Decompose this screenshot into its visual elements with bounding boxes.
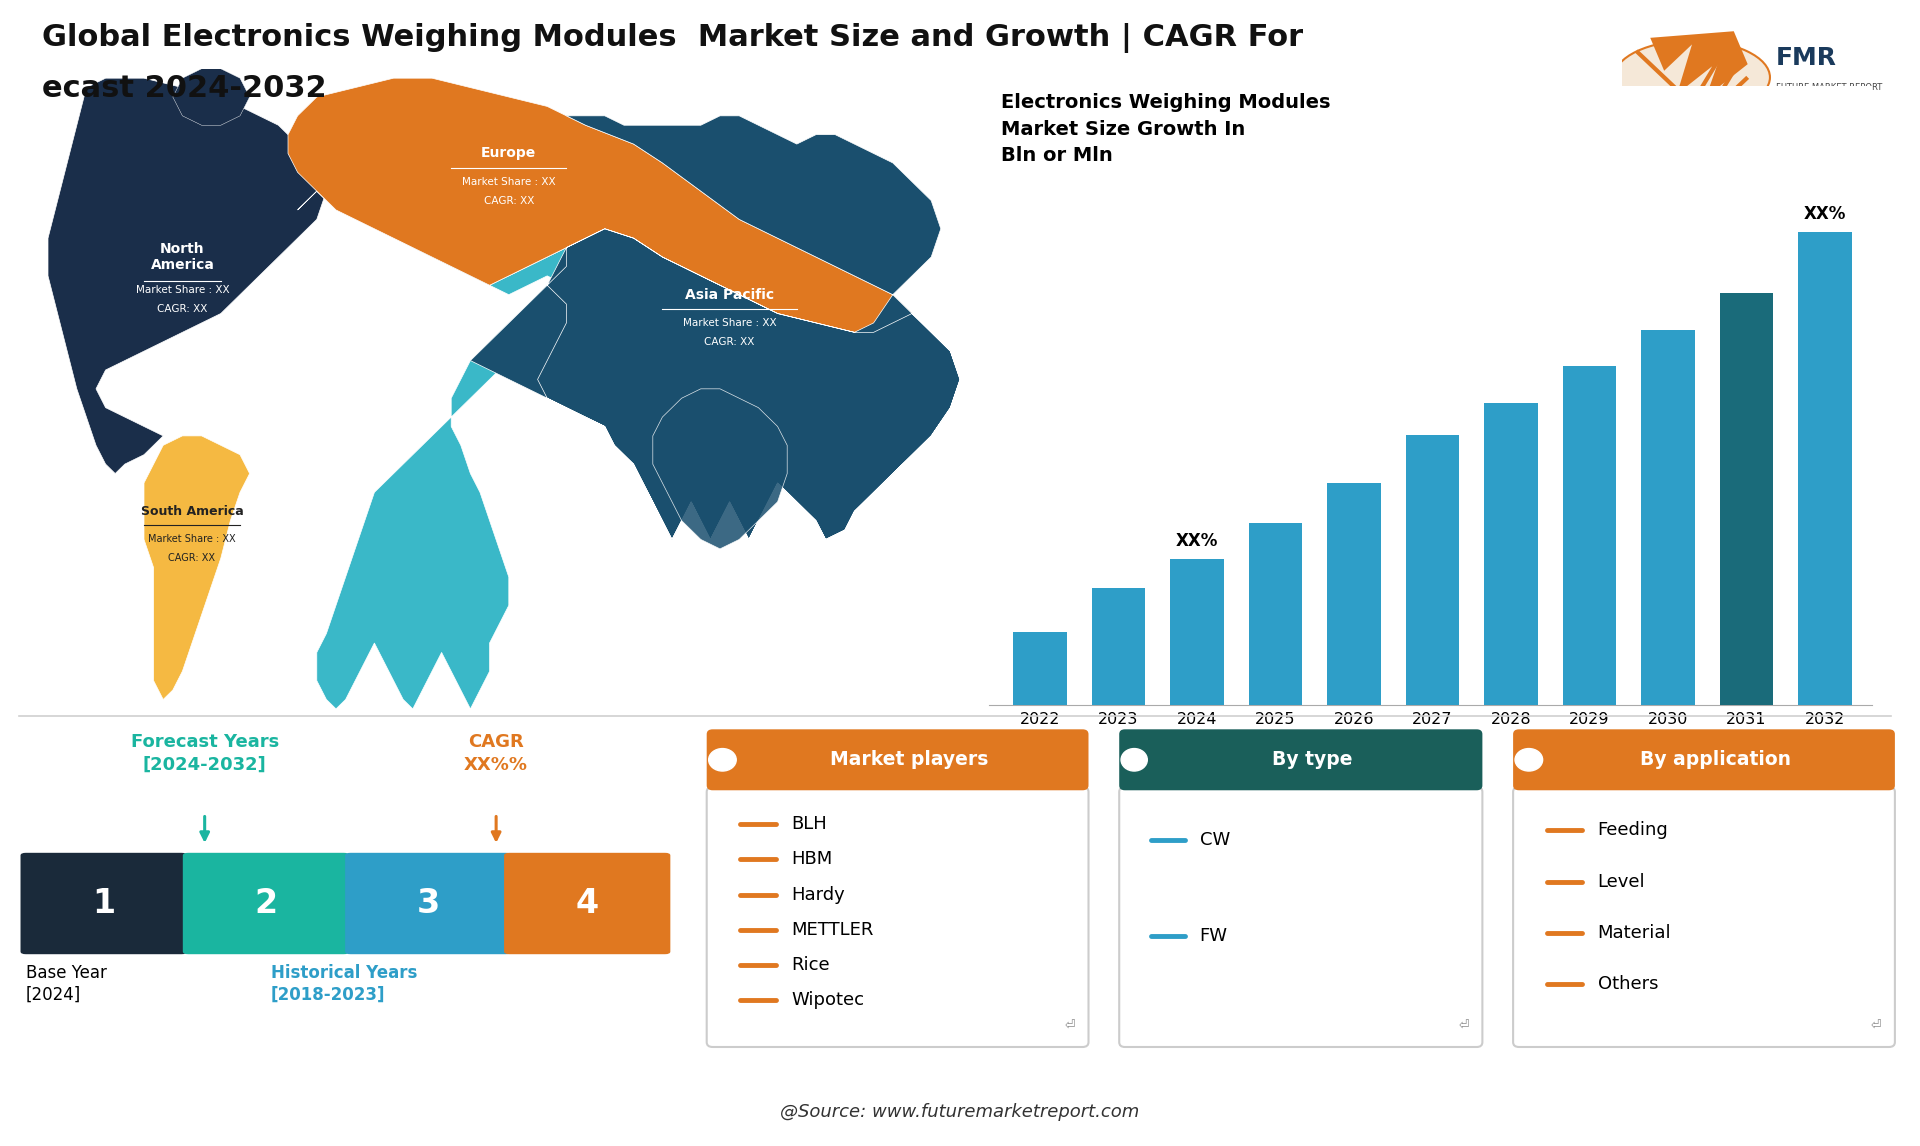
- Text: 2: 2: [253, 887, 278, 920]
- Bar: [1327, 482, 1380, 705]
- Text: Electronics Weighing Modules
Market Size Growth In
Bln or Mln: Electronics Weighing Modules Market Size…: [1000, 93, 1331, 165]
- Bar: [1642, 330, 1695, 705]
- Circle shape: [1121, 748, 1148, 771]
- Polygon shape: [653, 388, 787, 549]
- Text: CAGR: XX: CAGR: XX: [169, 554, 215, 564]
- Text: By type: By type: [1271, 751, 1352, 769]
- Bar: [1405, 435, 1459, 705]
- FancyBboxPatch shape: [1119, 729, 1482, 791]
- Polygon shape: [470, 116, 960, 540]
- Circle shape: [708, 748, 735, 771]
- FancyBboxPatch shape: [707, 729, 1089, 791]
- Text: Market Share : XX: Market Share : XX: [148, 534, 236, 544]
- Text: futuremarketreport.com: futuremarketreport.com: [1776, 101, 1860, 107]
- Text: Europe: Europe: [482, 147, 536, 160]
- Text: CAGR: XX: CAGR: XX: [157, 304, 207, 314]
- Circle shape: [1615, 40, 1770, 115]
- Text: METTLER: METTLER: [791, 921, 874, 939]
- FancyBboxPatch shape: [505, 853, 670, 955]
- Bar: [1563, 367, 1617, 705]
- Text: Feeding: Feeding: [1597, 822, 1668, 839]
- Polygon shape: [1649, 31, 1747, 97]
- Polygon shape: [173, 69, 250, 125]
- Bar: [1169, 559, 1223, 705]
- Text: Global Electronics Weighing Modules  Market Size and Growth | CAGR For: Global Electronics Weighing Modules Mark…: [42, 23, 1304, 53]
- Text: ⏎: ⏎: [1064, 1020, 1075, 1033]
- Text: 4: 4: [576, 887, 599, 920]
- Text: 1: 1: [92, 887, 115, 920]
- Text: 3: 3: [417, 887, 440, 920]
- Text: FUTURE MARKET REPORT: FUTURE MARKET REPORT: [1776, 84, 1882, 93]
- Text: Base Year
[2024]: Base Year [2024]: [25, 965, 108, 1003]
- Text: Rice: Rice: [791, 956, 829, 974]
- Text: Market Share : XX: Market Share : XX: [136, 285, 228, 295]
- Polygon shape: [307, 87, 662, 276]
- Text: ecast 2024-2032: ecast 2024-2032: [42, 74, 326, 103]
- Text: CAGR
XX%%: CAGR XX%%: [465, 733, 528, 774]
- Text: @Source: www.futuremarketreport.com: @Source: www.futuremarketreport.com: [780, 1102, 1140, 1121]
- Bar: [1799, 231, 1851, 705]
- Text: FW: FW: [1200, 927, 1227, 945]
- Text: Wipotec: Wipotec: [791, 991, 864, 1010]
- Text: Market Share : XX: Market Share : XX: [684, 317, 776, 328]
- Text: BLH: BLH: [791, 815, 828, 833]
- FancyBboxPatch shape: [707, 787, 1089, 1047]
- Bar: [1092, 588, 1144, 705]
- FancyBboxPatch shape: [1513, 787, 1895, 1047]
- FancyBboxPatch shape: [182, 853, 349, 955]
- FancyBboxPatch shape: [346, 853, 511, 955]
- Bar: [1014, 631, 1066, 705]
- Polygon shape: [298, 191, 566, 709]
- Text: CW: CW: [1200, 831, 1231, 849]
- Bar: [1484, 402, 1538, 705]
- Text: HBM: HBM: [791, 850, 833, 869]
- FancyBboxPatch shape: [1119, 787, 1482, 1047]
- Text: XX%: XX%: [1803, 205, 1847, 222]
- Text: CAGR: XX: CAGR: XX: [484, 196, 534, 205]
- Text: Forecast Years
[2024-2032]: Forecast Years [2024-2032]: [131, 733, 278, 774]
- FancyBboxPatch shape: [1513, 729, 1895, 791]
- Text: By application: By application: [1640, 751, 1791, 769]
- Text: Hardy: Hardy: [791, 886, 845, 903]
- Text: Market players: Market players: [829, 751, 989, 769]
- Text: Market Share : XX: Market Share : XX: [338, 375, 430, 384]
- Text: CAGR: XX: CAGR: XX: [359, 393, 409, 403]
- Text: Level: Level: [1597, 873, 1645, 890]
- Text: Material: Material: [1597, 924, 1670, 942]
- Circle shape: [1515, 748, 1542, 771]
- Polygon shape: [288, 78, 912, 332]
- Text: ⏎: ⏎: [1459, 1020, 1469, 1033]
- Text: Others: Others: [1597, 975, 1659, 994]
- Text: Historical Years
[2018-2023]: Historical Years [2018-2023]: [271, 965, 417, 1003]
- Text: MEA: MEA: [367, 344, 401, 359]
- Text: Market Share : XX: Market Share : XX: [463, 176, 555, 187]
- Text: South America: South America: [140, 504, 244, 518]
- Text: ⏎: ⏎: [1870, 1020, 1882, 1033]
- Polygon shape: [144, 435, 250, 699]
- FancyBboxPatch shape: [21, 853, 186, 955]
- Text: Asia Pacific: Asia Pacific: [685, 288, 774, 301]
- Polygon shape: [48, 78, 326, 473]
- Text: XX%: XX%: [1175, 533, 1217, 550]
- Text: CAGR: XX: CAGR: XX: [705, 337, 755, 347]
- Bar: [1720, 293, 1772, 705]
- Text: FMR: FMR: [1776, 46, 1837, 70]
- Text: North
America: North America: [150, 242, 215, 272]
- Bar: [1248, 523, 1302, 705]
